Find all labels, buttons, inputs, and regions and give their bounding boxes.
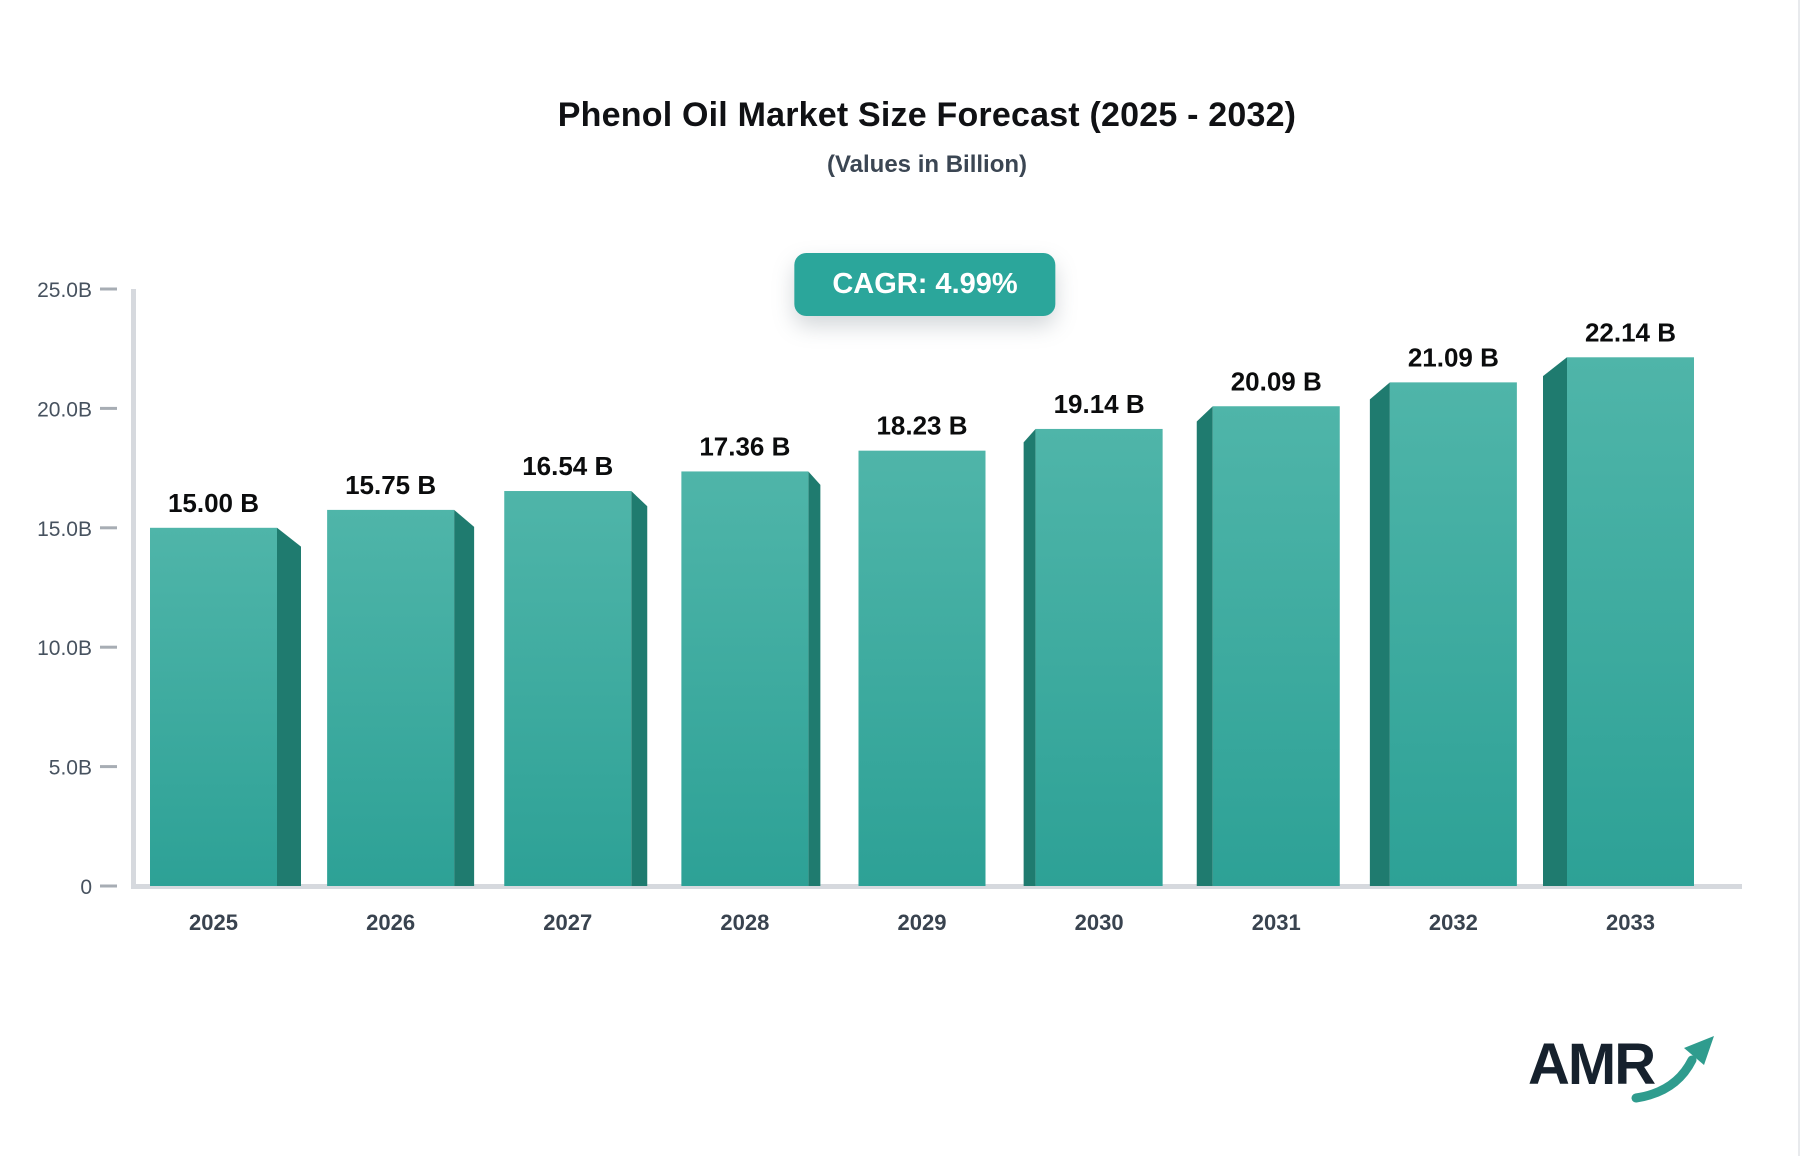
amr-logo: AMR bbox=[1528, 1036, 1788, 1132]
y-tick-label: 0 bbox=[80, 876, 92, 899]
y-axis-line bbox=[131, 289, 136, 889]
bar-2027 bbox=[504, 491, 632, 886]
bar-value-label: 17.36 B bbox=[699, 431, 790, 461]
bar-2025 bbox=[150, 527, 277, 886]
y-tick bbox=[100, 884, 117, 888]
y-tick bbox=[100, 406, 117, 410]
bar-side-3d bbox=[277, 527, 301, 886]
x-tick-label: 2030 bbox=[1075, 910, 1124, 935]
bar-2029 bbox=[858, 450, 986, 886]
y-tick bbox=[100, 645, 117, 649]
bar-2033 bbox=[1567, 357, 1694, 886]
bar-side-3d bbox=[1369, 382, 1390, 886]
y-tick-label: 10.0B bbox=[37, 637, 92, 660]
y-tick-label: 15.0B bbox=[37, 518, 92, 541]
x-axis-line bbox=[131, 884, 1742, 889]
bar-2031 bbox=[1212, 406, 1340, 886]
bar-side-3d bbox=[1543, 357, 1567, 886]
x-tick-label: 2026 bbox=[366, 910, 415, 935]
x-tick-label: 2027 bbox=[543, 910, 592, 935]
bar-side-3d bbox=[1023, 428, 1036, 886]
bar-value-label: 19.14 B bbox=[1054, 389, 1145, 419]
x-tick-label: 2028 bbox=[720, 910, 769, 935]
bar-2028 bbox=[681, 471, 809, 886]
bar-side-3d bbox=[808, 471, 821, 886]
bar-value-label: 21.09 B bbox=[1408, 342, 1499, 372]
bar-side-3d bbox=[631, 491, 648, 886]
bar-value-label: 22.14 B bbox=[1585, 317, 1676, 347]
y-tick bbox=[100, 765, 117, 769]
x-tick-label: 2031 bbox=[1252, 910, 1301, 935]
bar-side-3d bbox=[454, 509, 475, 886]
bar-value-label: 20.09 B bbox=[1231, 366, 1322, 396]
page-title: Phenol Oil Market Size Forecast (2025 - … bbox=[557, 96, 1297, 134]
bar-value-label: 15.00 B bbox=[168, 488, 259, 518]
y-tick bbox=[100, 287, 117, 291]
y-tick bbox=[100, 526, 117, 530]
cagr-badge: CAGR: 4.99% bbox=[794, 253, 1056, 316]
page-subtitle: (Values in Billion) bbox=[826, 151, 1028, 178]
growth-arrow-icon bbox=[1631, 1036, 1714, 1103]
x-tick-label: 2033 bbox=[1606, 910, 1655, 935]
bar-2026 bbox=[327, 509, 455, 886]
amr-logo-text: AMR bbox=[1528, 1032, 1656, 1097]
chart-header: Phenol Oil Market Size Forecast (2025 - … bbox=[0, 0, 1798, 179]
bar-value-label: 18.23 B bbox=[876, 411, 967, 441]
y-tick-label: 25.0B bbox=[37, 279, 92, 302]
y-tick-label: 20.0B bbox=[37, 398, 92, 421]
bar-value-label: 15.75 B bbox=[345, 470, 436, 500]
bar-value-label: 16.54 B bbox=[522, 451, 613, 481]
y-tick-label: 5.0B bbox=[49, 757, 92, 780]
bar-side-3d bbox=[1196, 406, 1213, 886]
x-tick-label: 2029 bbox=[898, 910, 947, 935]
x-tick-label: 2032 bbox=[1429, 910, 1478, 935]
bar-2032 bbox=[1389, 382, 1517, 886]
x-tick-label: 2025 bbox=[189, 910, 238, 935]
bar-2030 bbox=[1035, 428, 1163, 886]
